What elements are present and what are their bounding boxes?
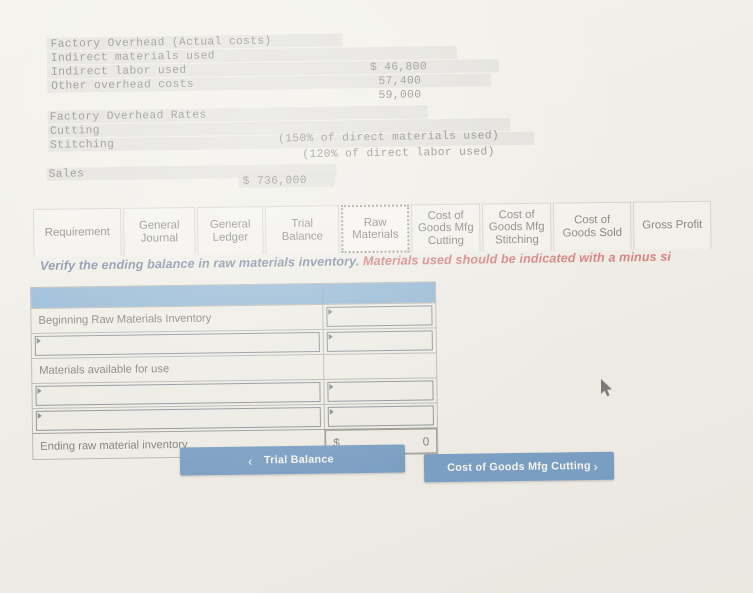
row-value-materials-available-for-use — [324, 353, 436, 379]
total-amount: 0 — [422, 433, 430, 449]
row-label-materials-available-for-use: Materials available for use — [32, 354, 325, 383]
row-label-dropdown-5[interactable] — [32, 404, 326, 433]
value-indirect-labor-used: $ 46,800 — [369, 61, 428, 75]
table-header-value-col — [323, 282, 435, 304]
tab-trial-balance[interactable]: Trial Balance — [264, 205, 340, 255]
amount-input[interactable] — [327, 380, 434, 402]
row-value-beginning-raw-materials[interactable] — [323, 303, 435, 329]
value-stitching-rate: (120% of direct labor used) — [302, 146, 495, 162]
value-overhead-third: 59,000 — [378, 89, 422, 102]
tab-gross-profit[interactable]: Gross Profit — [632, 200, 712, 250]
label-indirect-labor-used: Indirect labor used — [50, 64, 187, 79]
problem-data-block: Factory Overhead (Actual costs) Indirect… — [0, 0, 753, 206]
next-button-label: Cost of Goods Mfg Cutting — [447, 459, 591, 475]
next-cost-of-goods-mfg-cutting-button[interactable]: Cost of Goods Mfg Cutting › — [423, 451, 615, 483]
tab-raw-materials[interactable]: Raw Materials — [340, 204, 410, 254]
row-value-2[interactable] — [324, 328, 436, 354]
row-label-text: Materials available for use — [39, 363, 170, 377]
raw-materials-answer-table: Beginning Raw Materials Inventory Materi… — [30, 281, 439, 460]
tab-requirement[interactable]: Requirement — [33, 207, 122, 257]
chevron-left-icon: ‹ — [247, 453, 253, 469]
row-value-4[interactable] — [324, 378, 436, 404]
prev-trial-balance-button[interactable]: ‹ Trial Balance — [179, 444, 406, 476]
row-label-dropdown-4[interactable] — [32, 379, 325, 408]
chevron-right-icon: › — [593, 458, 599, 474]
row-label-text: Beginning Raw Materials Inventory — [38, 312, 212, 327]
row-label-text: Ending raw material inventory — [40, 438, 188, 453]
worksheet-tab-strip[interactable]: Requirement General Journal General Ledg… — [33, 200, 737, 257]
label-sales: Sales — [48, 168, 85, 181]
tab-cost-of-goods-sold[interactable]: Cost of Goods Sold — [552, 201, 632, 251]
instruction-warning-text: Materials used should be indicated with … — [362, 249, 672, 269]
value-sales: $ 736,000 — [242, 175, 307, 189]
row-label-dropdown-2[interactable] — [31, 329, 324, 358]
mouse-cursor-icon — [601, 379, 614, 403]
row-value-5[interactable] — [325, 403, 437, 429]
tab-general-ledger[interactable]: General Ledger — [196, 206, 264, 255]
account-select[interactable] — [35, 406, 321, 431]
prev-button-label: Trial Balance — [263, 453, 334, 467]
tab-cost-of-goods-mfg-stitching[interactable]: Cost of Goods Mfg Stitching — [481, 202, 552, 252]
amount-input[interactable] — [326, 330, 433, 352]
amount-input[interactable] — [326, 305, 433, 327]
label-factory-overhead-rates: Factory Overhead Rates — [49, 109, 207, 124]
account-select[interactable] — [34, 331, 320, 356]
amount-input[interactable] — [327, 405, 434, 427]
label-cutting: Cutting — [49, 125, 100, 138]
label-stitching: Stitching — [50, 138, 115, 152]
tab-cost-of-goods-mfg-cutting[interactable]: Cost of Goods Mfg Cutting — [410, 203, 481, 253]
table-header-label-col — [31, 283, 324, 308]
value-other-overhead-costs: 57,400 — [378, 75, 422, 88]
label-other-overhead-costs: Other overhead costs — [51, 78, 194, 93]
label-indirect-materials-used: Indirect materials used — [50, 50, 215, 65]
row-label-beginning-raw-materials: Beginning Raw Materials Inventory — [31, 304, 324, 333]
account-select[interactable] — [35, 381, 321, 406]
tab-general-journal[interactable]: General Journal — [122, 207, 196, 256]
instruction-primary-text: Verify the ending balance in raw materia… — [40, 254, 360, 273]
